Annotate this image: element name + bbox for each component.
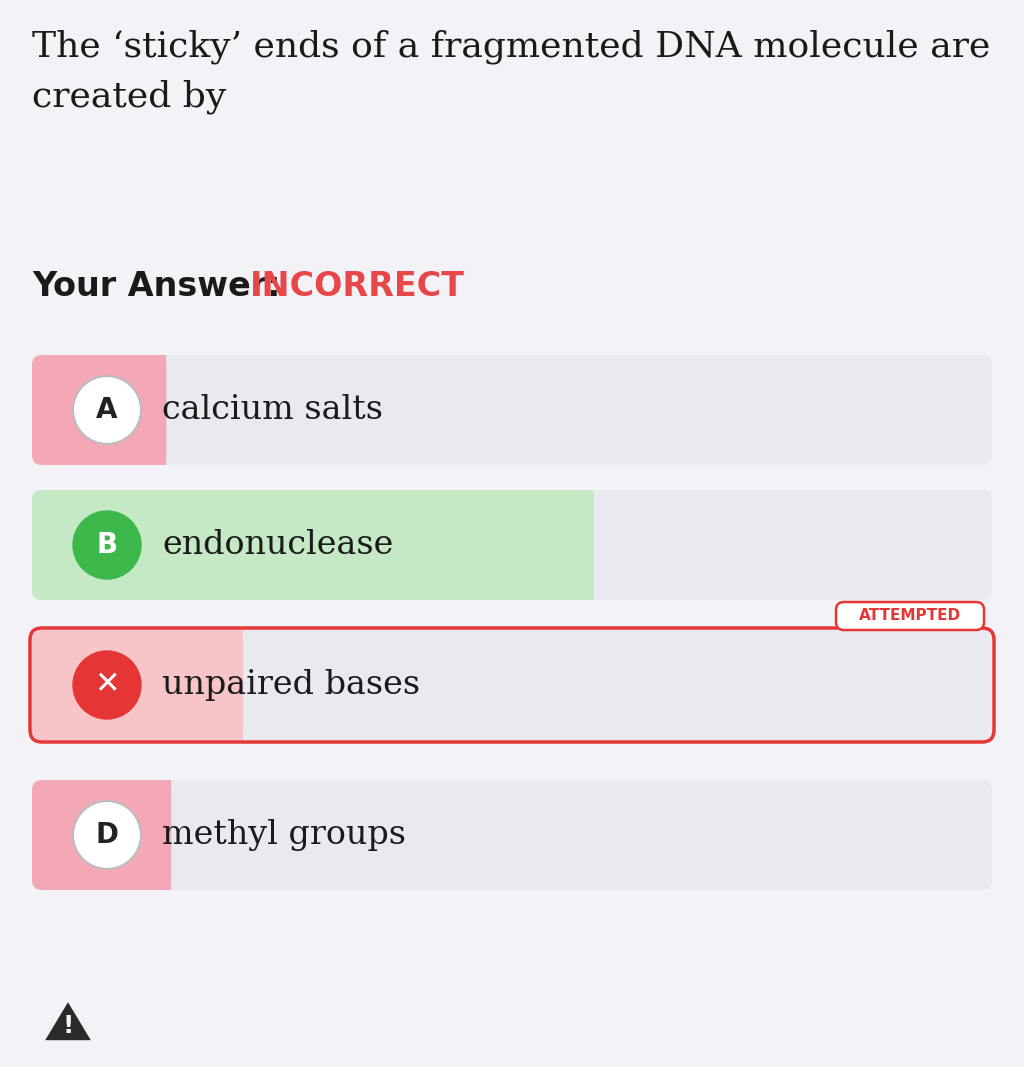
Text: methyl groups: methyl groups [162,819,406,851]
Text: ✕: ✕ [94,670,120,700]
Bar [233,630,244,740]
Text: unpaired bases: unpaired bases [162,669,420,701]
Text: created by: created by [32,80,226,114]
FancyBboxPatch shape [32,355,992,465]
Text: A: A [96,396,118,424]
Polygon shape [45,1002,91,1040]
Circle shape [73,801,141,869]
Circle shape [73,511,141,579]
Text: The ‘sticky’ ends of a fragmented DNA molecule are: The ‘sticky’ ends of a fragmented DNA mo… [32,30,990,64]
Text: Your Answer:: Your Answer: [32,270,281,303]
Text: INCORRECT: INCORRECT [250,270,465,303]
FancyBboxPatch shape [32,490,992,600]
FancyBboxPatch shape [32,630,244,740]
Text: D: D [95,821,119,849]
Text: calcium salts: calcium salts [162,394,383,426]
FancyBboxPatch shape [32,630,992,740]
Text: endonuclease: endonuclease [162,529,393,561]
FancyBboxPatch shape [32,780,992,890]
Bar [157,355,166,465]
FancyBboxPatch shape [836,602,984,630]
Text: B: B [96,531,118,559]
FancyBboxPatch shape [32,355,166,465]
Circle shape [73,376,141,444]
Text: !: ! [62,1014,74,1038]
Text: ATTEMPTED: ATTEMPTED [859,608,962,623]
FancyBboxPatch shape [32,490,594,600]
Circle shape [73,651,141,719]
Bar [584,490,594,600]
FancyBboxPatch shape [32,780,171,890]
Bar [161,780,171,890]
